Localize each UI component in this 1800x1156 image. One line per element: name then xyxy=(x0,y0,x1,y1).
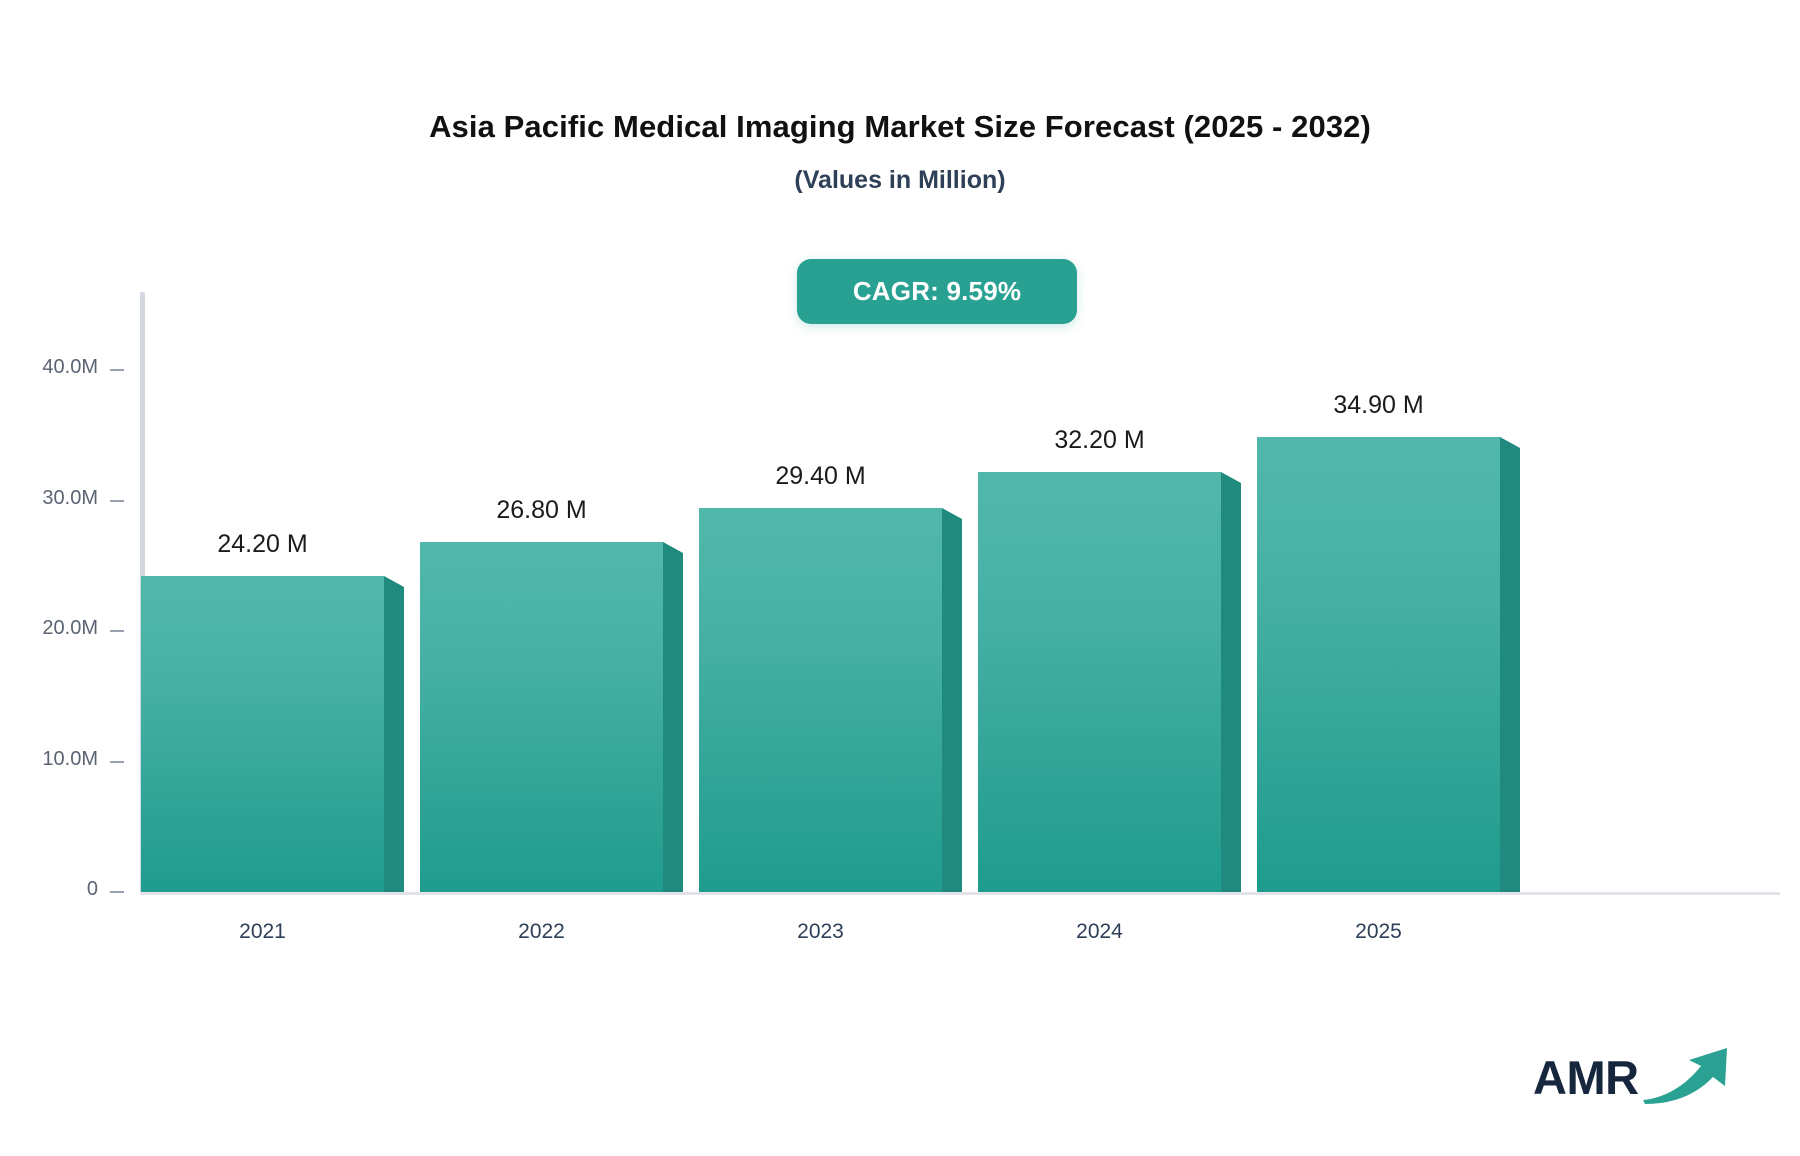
bar-value-label: 34.90 M xyxy=(1333,390,1424,419)
bar-top-bevel xyxy=(1221,471,1241,483)
bar-column[interactable] xyxy=(141,576,404,892)
bar-value-label: 26.80 M xyxy=(496,496,587,525)
x-axis-label: 2022 xyxy=(518,920,565,943)
title-block: Asia Pacific Medical Imaging Market Size… xyxy=(0,108,1800,195)
amr-logo: AMR xyxy=(1533,1046,1733,1116)
page-title: Asia Pacific Medical Imaging Market Size… xyxy=(429,109,1371,144)
y-axis-tick-mark xyxy=(110,369,124,371)
bar-front-face xyxy=(699,508,942,892)
x-axis-label: 2021 xyxy=(239,920,286,943)
bar-value-label: 32.20 M xyxy=(1054,425,1145,454)
bar-side-face xyxy=(384,587,404,892)
bar-front-face xyxy=(420,542,663,892)
upward-trend-arrow-icon xyxy=(1643,1048,1727,1104)
y-axis-tick-label: 10.0M xyxy=(42,747,98,770)
bar-column[interactable] xyxy=(1257,436,1520,892)
bar-column[interactable] xyxy=(420,542,683,892)
y-axis-tick-mark xyxy=(110,760,124,763)
bar-top-bevel xyxy=(663,542,683,554)
bar-column[interactable] xyxy=(978,471,1241,892)
y-axis-tick-label: 40.0M xyxy=(42,356,98,378)
bar-value-label: 24.20 M xyxy=(217,530,308,559)
cagr-badge-label: CAGR: 9.59% xyxy=(852,276,1022,306)
bar-top-bevel xyxy=(1500,436,1520,448)
x-axis-line xyxy=(140,892,1780,895)
cagr-badge: CAGR: 9.59% xyxy=(797,259,1077,324)
bar-side-face xyxy=(1500,447,1520,892)
x-axis-label: 2025 xyxy=(1355,920,1402,943)
bar-front-face xyxy=(978,471,1221,892)
y-axis-tick-mark xyxy=(110,499,124,502)
y-axis-tick-mark xyxy=(110,630,124,632)
y-axis-tick-label: 20.0M xyxy=(42,617,98,639)
x-axis-label: 2023 xyxy=(797,920,844,943)
bar-top-bevel xyxy=(942,508,962,520)
bar-column[interactable] xyxy=(699,508,962,892)
bar-side-face xyxy=(1221,482,1241,892)
x-axis-label: 2024 xyxy=(1076,920,1123,943)
bar-side-face xyxy=(942,519,962,892)
chart-subtitle: (Values in Million) xyxy=(794,166,1006,195)
bar-side-face xyxy=(663,553,683,892)
logo-wordmark: AMR xyxy=(1533,1051,1639,1104)
bar-value-label: 29.40 M xyxy=(775,462,866,491)
y-axis-tick-mark xyxy=(110,891,124,893)
y-axis-tick-label: 30.0M xyxy=(42,486,98,509)
bar-top-bevel xyxy=(384,576,404,588)
bar-front-face xyxy=(1257,436,1500,892)
plot-area: 0 10.0M 20.0M 30.0M 40.0M 24.20 M 26.80 M 29.4… xyxy=(42,292,1780,943)
bar-front-face xyxy=(141,576,384,892)
y-axis-tick-label: 0 xyxy=(86,878,98,900)
